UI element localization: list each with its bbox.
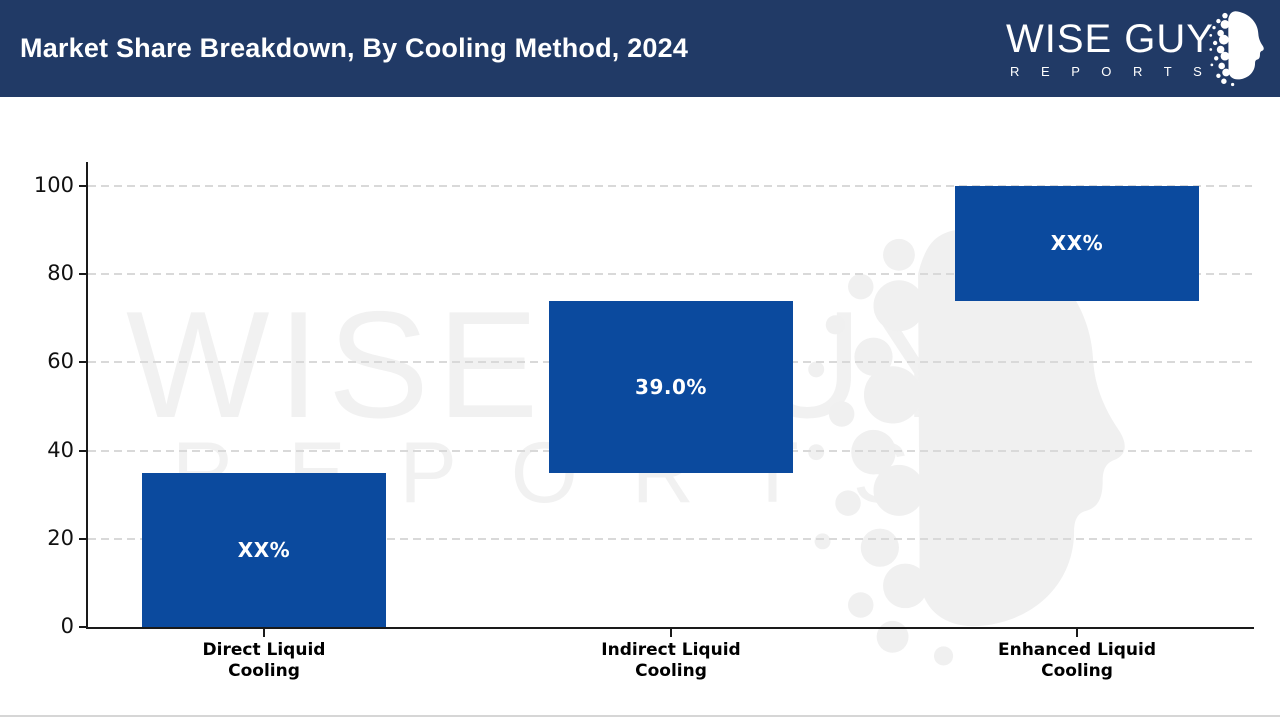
y-tick-mark-80: [79, 273, 87, 276]
x-tick-mark-direct-liquid-cooling: [263, 629, 265, 637]
wiseguy-logo-text: WISE GUY R E P O R T S: [1006, 19, 1214, 79]
wiseguy-logo-reports: R E P O R T S: [1009, 63, 1211, 79]
wiseguy-logo-name: WISE GUY: [1005, 16, 1214, 61]
x-category-label-line: Cooling: [228, 661, 300, 682]
x-category-label-indirect-liquid-cooling: Indirect Liquid Cooling: [521, 640, 821, 683]
header-bar: Market Share Breakdown, By Cooling Metho…: [0, 0, 1280, 97]
page-title: Market Share Breakdown, By Cooling Metho…: [20, 33, 689, 63]
bar-value-label-indirect-liquid-cooling: 39.0%: [635, 374, 707, 399]
x-tick-mark-indirect-liquid-cooling: [670, 629, 672, 637]
x-category-label-line: Direct Liquid: [202, 640, 326, 660]
x-category-label-line: Indirect Liquid: [601, 640, 741, 660]
y-tick-label-100: 100: [33, 173, 74, 197]
x-category-label-line: Enhanced Liquid: [997, 640, 1156, 660]
y-tick-label-0: 0: [60, 614, 74, 638]
x-axis-line: [86, 627, 1254, 629]
x-tick-mark-enhanced-liquid-cooling: [1076, 629, 1078, 637]
x-category-label-line: Cooling: [1041, 661, 1113, 682]
y-tick-label-20: 20: [47, 525, 74, 550]
gridline-80: [88, 273, 1252, 276]
bar-value-label-direct-liquid-cooling: XX%: [237, 537, 291, 562]
gridline-20: [88, 537, 1252, 540]
wiseguy-logo: WISE GUY R E P O R T S: [1006, 8, 1270, 90]
y-tick-mark-60: [79, 361, 87, 364]
y-tick-mark-0: [79, 626, 87, 628]
bar-indirect-liquid-cooling: 39.0%: [549, 300, 793, 473]
x-category-label-enhanced-liquid-cooling: Enhanced Liquid Cooling: [927, 640, 1227, 683]
bar-enhanced-liquid-cooling: XX%: [955, 186, 1199, 301]
x-category-label-direct-liquid-cooling: Direct Liquid Cooling: [114, 640, 414, 683]
wiseguy-face-icon: [1209, 10, 1264, 86]
y-tick-mark-100: [79, 185, 87, 187]
bottom-border-line: [0, 715, 1280, 717]
x-category-label-line: Cooling: [635, 661, 707, 682]
bar-direct-liquid-cooling: XX%: [142, 472, 386, 627]
y-tick-mark-40: [79, 449, 87, 452]
y-tick-mark-20: [79, 537, 87, 540]
y-axis-line: [86, 162, 88, 629]
bar-value-label-enhanced-liquid-cooling: XX%: [1050, 231, 1104, 256]
y-tick-label-80: 80: [47, 261, 74, 286]
gridline-100: [88, 185, 1252, 187]
y-tick-label-40: 40: [47, 437, 74, 462]
y-tick-label-60: 60: [47, 349, 74, 374]
